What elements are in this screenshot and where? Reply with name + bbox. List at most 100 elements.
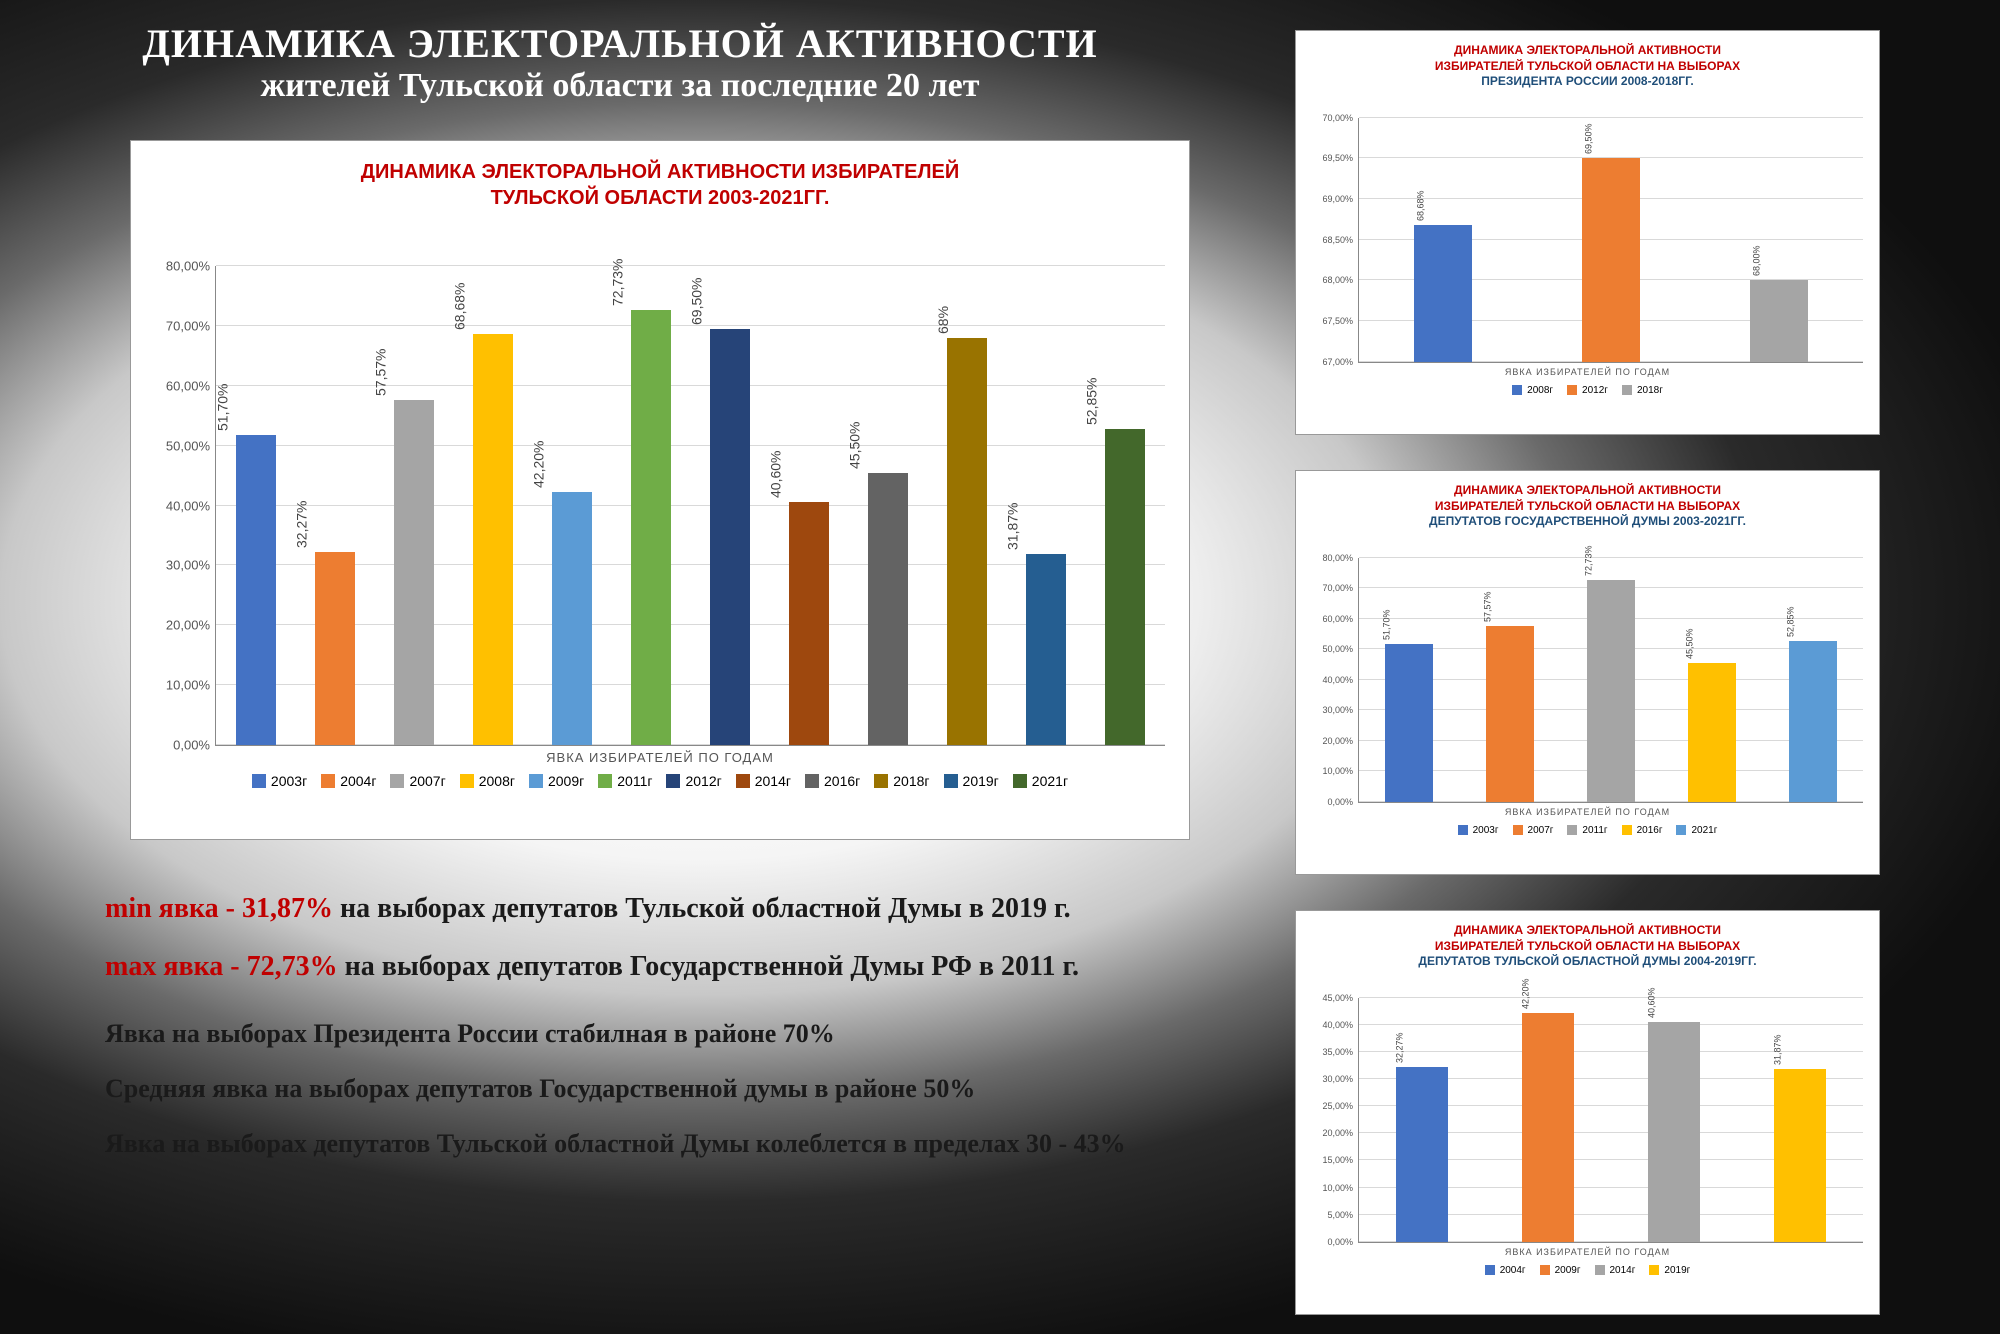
- legend-item: 2012г: [1567, 385, 1608, 396]
- chart-title: ДИНАМИКА ЭЛЕКТОРАЛЬНОЙ АКТИВНОСТИИЗБИРАТ…: [1312, 43, 1863, 90]
- y-tick: 40,00%: [1322, 675, 1359, 685]
- y-tick: 68,00%: [1322, 275, 1359, 285]
- legend-item: 2008г: [1512, 385, 1553, 396]
- note-line-5: Явка на выборах депутатов Тульской облас…: [105, 1126, 1155, 1161]
- legend-item: 2018г: [1622, 385, 1663, 396]
- y-tick: 5,00%: [1327, 1210, 1359, 1220]
- y-tick: 45,00%: [1322, 993, 1359, 1003]
- y-tick: 10,00%: [1322, 1183, 1359, 1193]
- bar: 69,50%: [1582, 158, 1640, 361]
- bar-value-label: 51,70%: [1382, 610, 1392, 645]
- legend-item: 2009г: [529, 773, 584, 789]
- y-tick: 69,50%: [1322, 153, 1359, 163]
- legend-label: 2011г: [617, 773, 652, 789]
- y-tick: 20,00%: [1322, 736, 1359, 746]
- y-tick: 68,50%: [1322, 235, 1359, 245]
- legend-label: 2016г: [1637, 825, 1663, 836]
- legend-item: 2021г: [1013, 773, 1068, 789]
- bar: 57,57%: [394, 400, 434, 745]
- plot-area: 67,00%67,50%68,00%68,50%69,00%69,50%70,0…: [1358, 118, 1863, 363]
- side-chart-regional-duma: ДИНАМИКА ЭЛЕКТОРАЛЬНОЙ АКТИВНОСТИИЗБИРАТ…: [1295, 910, 1880, 1315]
- legend-label: 2008г: [479, 773, 515, 789]
- legend-swatch: [598, 774, 612, 788]
- legend-swatch: [1649, 1265, 1659, 1275]
- chart-title: ДИНАМИКА ЭЛЕКТОРАЛЬНОЙ АКТИВНОСТИ ИЗБИРА…: [155, 159, 1165, 211]
- bar-value-label: 72,73%: [609, 258, 625, 309]
- bar-value-label: 68,68%: [1416, 191, 1426, 226]
- legend-swatch: [805, 774, 819, 788]
- title-line-2: жителей Тульской области за последние 20…: [120, 67, 1120, 105]
- legend-item: 2019г: [944, 773, 999, 789]
- legend-item: 2016г: [1622, 825, 1663, 836]
- legend-label: 2014г: [755, 773, 791, 789]
- bar-value-label: 68,68%: [451, 282, 467, 333]
- y-tick: 0,00%: [1327, 797, 1359, 807]
- plot-area: 0,00%10,00%20,00%30,00%40,00%50,00%60,00…: [1358, 558, 1863, 803]
- plot-area: 0,00%5,00%10,00%15,00%20,00%25,00%30,00%…: [1358, 998, 1863, 1243]
- legend-label: 2021г: [1691, 825, 1717, 836]
- notes-block: min явка - 31,87% на выборах депутатов Т…: [105, 890, 1155, 1181]
- bar: 31,87%: [1774, 1069, 1826, 1242]
- legend-label: 2018г: [893, 773, 929, 789]
- legend-item: 2021г: [1676, 825, 1717, 836]
- legend-swatch: [321, 774, 335, 788]
- legend-item: 2012г: [666, 773, 721, 789]
- bar-value-label: 52,85%: [1084, 377, 1100, 428]
- legend-swatch: [1458, 825, 1468, 835]
- legend-item: 2011г: [598, 773, 652, 789]
- bar: 69,50%: [710, 329, 750, 745]
- legend-label: 2004г: [1500, 1265, 1526, 1276]
- note-line-3: Явка на выборах Президента России стабил…: [105, 1016, 1155, 1051]
- x-axis-label: ЯВКА ИЗБИРАТЕЛЕЙ ПО ГОДАМ: [1312, 1247, 1863, 1257]
- bar-value-label: 45,50%: [846, 421, 862, 472]
- legend-item: 2019г: [1649, 1265, 1690, 1276]
- title-line-1: ДИНАМИКА ЭЛЕКТОРАЛЬНОЙ АКТИВНОСТИ: [120, 20, 1120, 67]
- bar: 68,00%: [1750, 280, 1808, 361]
- bar-value-label: 51,70%: [214, 384, 230, 435]
- legend-item: 2014г: [736, 773, 791, 789]
- y-tick: 30,00%: [166, 558, 216, 573]
- legend-label: 2009г: [548, 773, 584, 789]
- legend-label: 2018г: [1637, 385, 1663, 396]
- bar: 42,20%: [552, 492, 592, 745]
- legend-item: 2004г: [1485, 1265, 1526, 1276]
- y-tick: 67,50%: [1322, 316, 1359, 326]
- legend-swatch: [874, 774, 888, 788]
- bar: 68,68%: [1414, 225, 1472, 362]
- legend-swatch: [1622, 385, 1632, 395]
- legend-item: 2018г: [874, 773, 929, 789]
- bar: 40,60%: [1648, 1022, 1700, 1242]
- bar-value-label: 69,50%: [688, 277, 704, 328]
- bar: 32,27%: [1396, 1067, 1448, 1242]
- note-line-4: Средняя явка на выборах депутатов Госуда…: [105, 1071, 1155, 1106]
- bar-value-label: 72,73%: [1584, 545, 1594, 580]
- legend-swatch: [1485, 1265, 1495, 1275]
- legend-item: 2004г: [321, 773, 376, 789]
- legend-swatch: [1567, 825, 1577, 835]
- legend-label: 2004г: [340, 773, 376, 789]
- legend-item: 2016г: [805, 773, 860, 789]
- legend-label: 2014г: [1610, 1265, 1636, 1276]
- legend-swatch: [944, 774, 958, 788]
- bar: 45,50%: [1688, 663, 1736, 802]
- legend-item: 2003г: [1458, 825, 1499, 836]
- legend-label: 2008г: [1527, 385, 1553, 396]
- bar: 52,85%: [1789, 641, 1837, 802]
- bar: 42,20%: [1522, 1013, 1574, 1242]
- y-tick: 35,00%: [1322, 1047, 1359, 1057]
- y-tick: 70,00%: [1322, 583, 1359, 593]
- y-tick: 10,00%: [1322, 766, 1359, 776]
- y-tick: 20,00%: [1322, 1128, 1359, 1138]
- legend-item: 2014г: [1595, 1265, 1636, 1276]
- bar-value-label: 45,50%: [1685, 628, 1695, 663]
- y-tick: 0,00%: [173, 738, 216, 753]
- legend-swatch: [390, 774, 404, 788]
- y-tick: 60,00%: [1322, 614, 1359, 624]
- legend-swatch: [1013, 774, 1027, 788]
- bar: 72,73%: [1587, 580, 1635, 802]
- bar-value-label: 52,85%: [1785, 606, 1795, 641]
- bar-value-label: 32,27%: [293, 500, 309, 551]
- legend-swatch: [1512, 385, 1522, 395]
- y-tick: 80,00%: [1322, 553, 1359, 563]
- y-tick: 70,00%: [1322, 113, 1359, 123]
